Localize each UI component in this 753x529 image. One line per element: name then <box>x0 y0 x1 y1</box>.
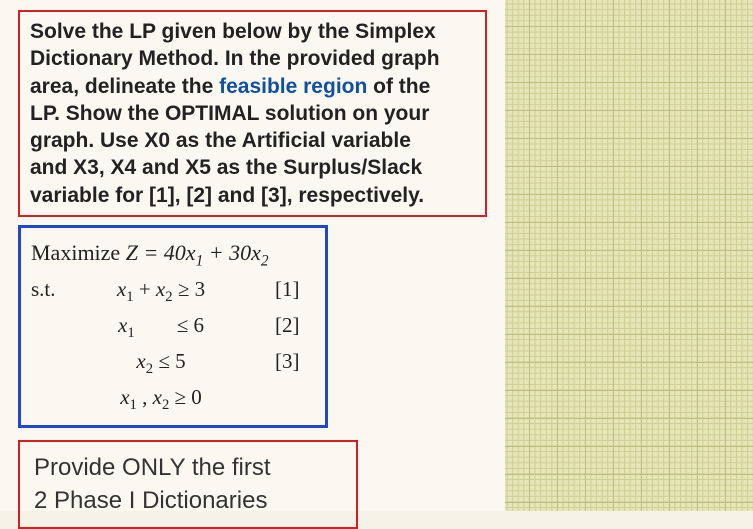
instr-line: Dictionary Method. In the provided graph <box>30 45 475 72</box>
constraint-expr: x1 , x2 ≥ 0 <box>77 381 275 417</box>
constraint-tag: [3] <box>275 345 315 378</box>
instructions-box: Solve the LP given below by the Simplex … <box>18 10 487 217</box>
constraint-row: s.t. x1 + x2 ≥ 3 [1] <box>31 273 315 309</box>
footer-box: Provide ONLY the first 2 Phase I Diction… <box>18 440 358 529</box>
lp-problem-box: Maximize Z = 40x1 + 30x2 s.t. x1 + x2 ≥ … <box>18 225 328 428</box>
instr-line: Solve the LP given below by the Simplex <box>30 18 475 45</box>
graph-paper <box>505 0 753 511</box>
instr-line: LP. Show the OPTIMAL solution on your <box>30 100 475 127</box>
instr-text: area, delineate the <box>30 75 219 98</box>
objective-eq: Z = 40x1 + 30x2 <box>126 240 269 265</box>
constraint-row: x1 ≤ 6 [2] <box>31 309 315 345</box>
instr-line: graph. Use X0 as the Artificial variable <box>30 127 475 154</box>
footer-line: 2 Phase I Dictionaries <box>34 485 342 517</box>
instr-text: of the <box>367 75 430 98</box>
footer-line: Provide ONLY the first <box>34 452 342 484</box>
maximize-label: Maximize <box>31 240 126 265</box>
instr-line: variable for [1], [2] and [3], respectiv… <box>30 182 475 209</box>
feasible-region-text: feasible region <box>219 75 367 98</box>
page-left: Solve the LP given below by the Simplex … <box>0 0 505 511</box>
constraint-row: x2 ≤ 5 [3] <box>31 345 315 381</box>
constraint-row: x1 , x2 ≥ 0 <box>31 381 315 417</box>
constraint-expr: x1 ≤ 6 <box>77 309 275 345</box>
instr-line: area, delineate the feasible region of t… <box>30 73 475 100</box>
constraint-expr: x1 + x2 ≥ 3 <box>77 273 275 309</box>
constraint-tag: [1] <box>275 273 315 306</box>
st-label: s.t. <box>31 273 77 306</box>
constraint-tag: [2] <box>275 309 315 342</box>
instr-line: and X3, X4 and X5 as the Surplus/Slack <box>30 154 475 181</box>
constraint-expr: x2 ≤ 5 <box>77 345 275 381</box>
objective-line: Maximize Z = 40x1 + 30x2 <box>31 236 315 273</box>
